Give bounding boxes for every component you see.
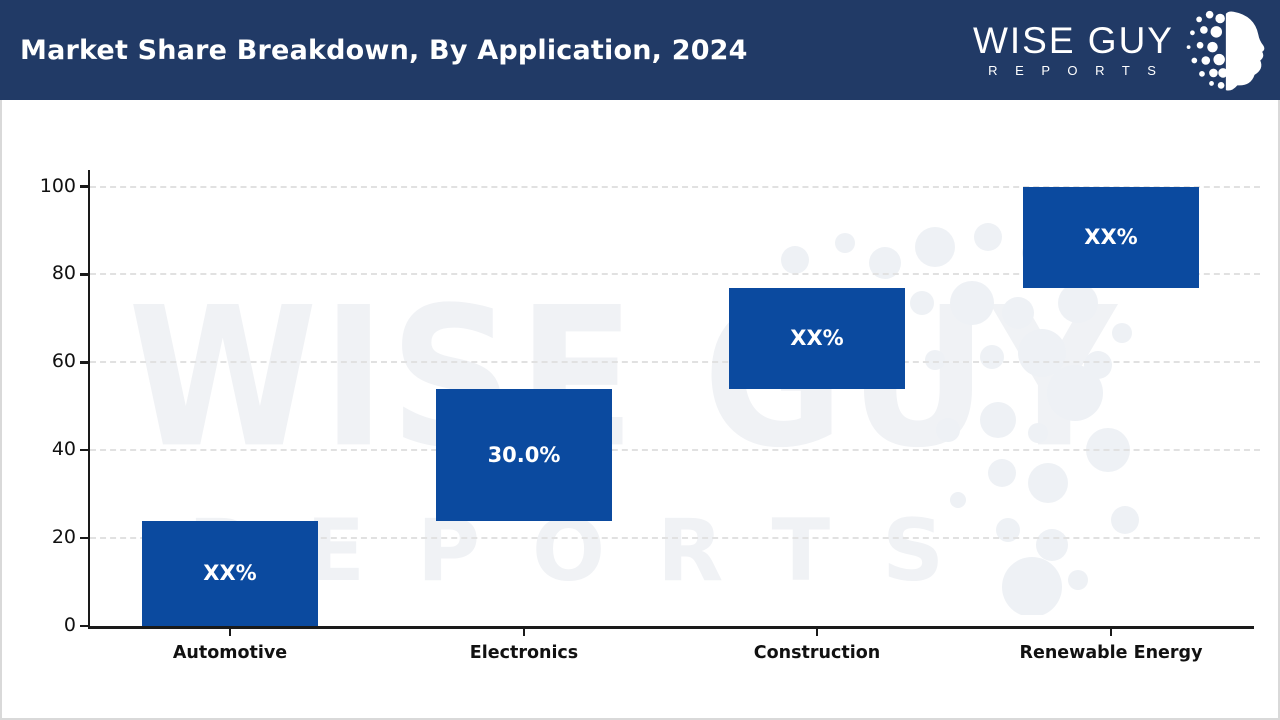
x-tick	[522, 627, 526, 636]
x-category-label: Renewable Energy	[1019, 643, 1203, 663]
bar-renewable-energy: XX%	[1023, 186, 1199, 288]
y-tick	[80, 185, 90, 188]
brand-logo: WISE GUY R E P O R T S	[973, 6, 1266, 94]
bar-electronics: 30.0%	[436, 388, 612, 521]
face-profile-icon	[1186, 10, 1265, 91]
y-gridline	[90, 449, 1260, 452]
y-tick	[80, 536, 90, 540]
bar-value-label: XX%	[790, 326, 844, 351]
x-category-label: Automotive	[172, 643, 288, 663]
x-category-label: Electronics	[469, 643, 579, 663]
brand-logo-line2: R E P O R T S	[988, 63, 1163, 78]
y-tick-label: 80	[51, 262, 76, 285]
bar-value-label: XX%	[1084, 225, 1138, 250]
x-tick	[815, 627, 819, 636]
y-tick-label: 100	[39, 174, 76, 197]
y-gridline	[90, 537, 1260, 540]
bar-value-label: XX%	[203, 561, 257, 586]
x-axis-line	[87, 626, 1254, 629]
y-gridline	[90, 273, 1260, 276]
y-gridline	[90, 185, 1260, 188]
x-tick	[228, 627, 232, 636]
bar-value-label: 30.0%	[487, 442, 561, 467]
bar-automotive: XX%	[142, 520, 318, 626]
y-gridline	[90, 361, 1260, 364]
y-tick	[80, 273, 90, 276]
y-tick-label: 20	[51, 526, 76, 549]
y-tick-label: 0	[63, 614, 76, 636]
brand-logo-line1: WISE GUY	[972, 20, 1174, 61]
y-tick	[80, 448, 90, 452]
bar-construction: XX%	[729, 287, 905, 389]
header: Market Share Breakdown, By Application, …	[0, 0, 1280, 100]
y-tick-label: 60	[51, 350, 76, 373]
watermark-face-pattern	[781, 223, 1144, 615]
y-axis-line	[87, 170, 90, 629]
x-tick	[1109, 627, 1113, 636]
y-tick	[80, 361, 90, 364]
y-tick	[80, 624, 90, 628]
x-category-label: Construction	[753, 643, 881, 663]
y-tick-label: 40	[51, 438, 76, 461]
brand-logo-text: WISE GUY R E P O R T S	[973, 22, 1174, 78]
watermark-text: WISE GUY	[128, 265, 1121, 491]
page-title: Market Share Breakdown, By Application, …	[20, 34, 748, 66]
plot-area: 0 20 40 60 80 100 XX% Automotive 30.0% Electronic…	[0, 100, 1280, 720]
